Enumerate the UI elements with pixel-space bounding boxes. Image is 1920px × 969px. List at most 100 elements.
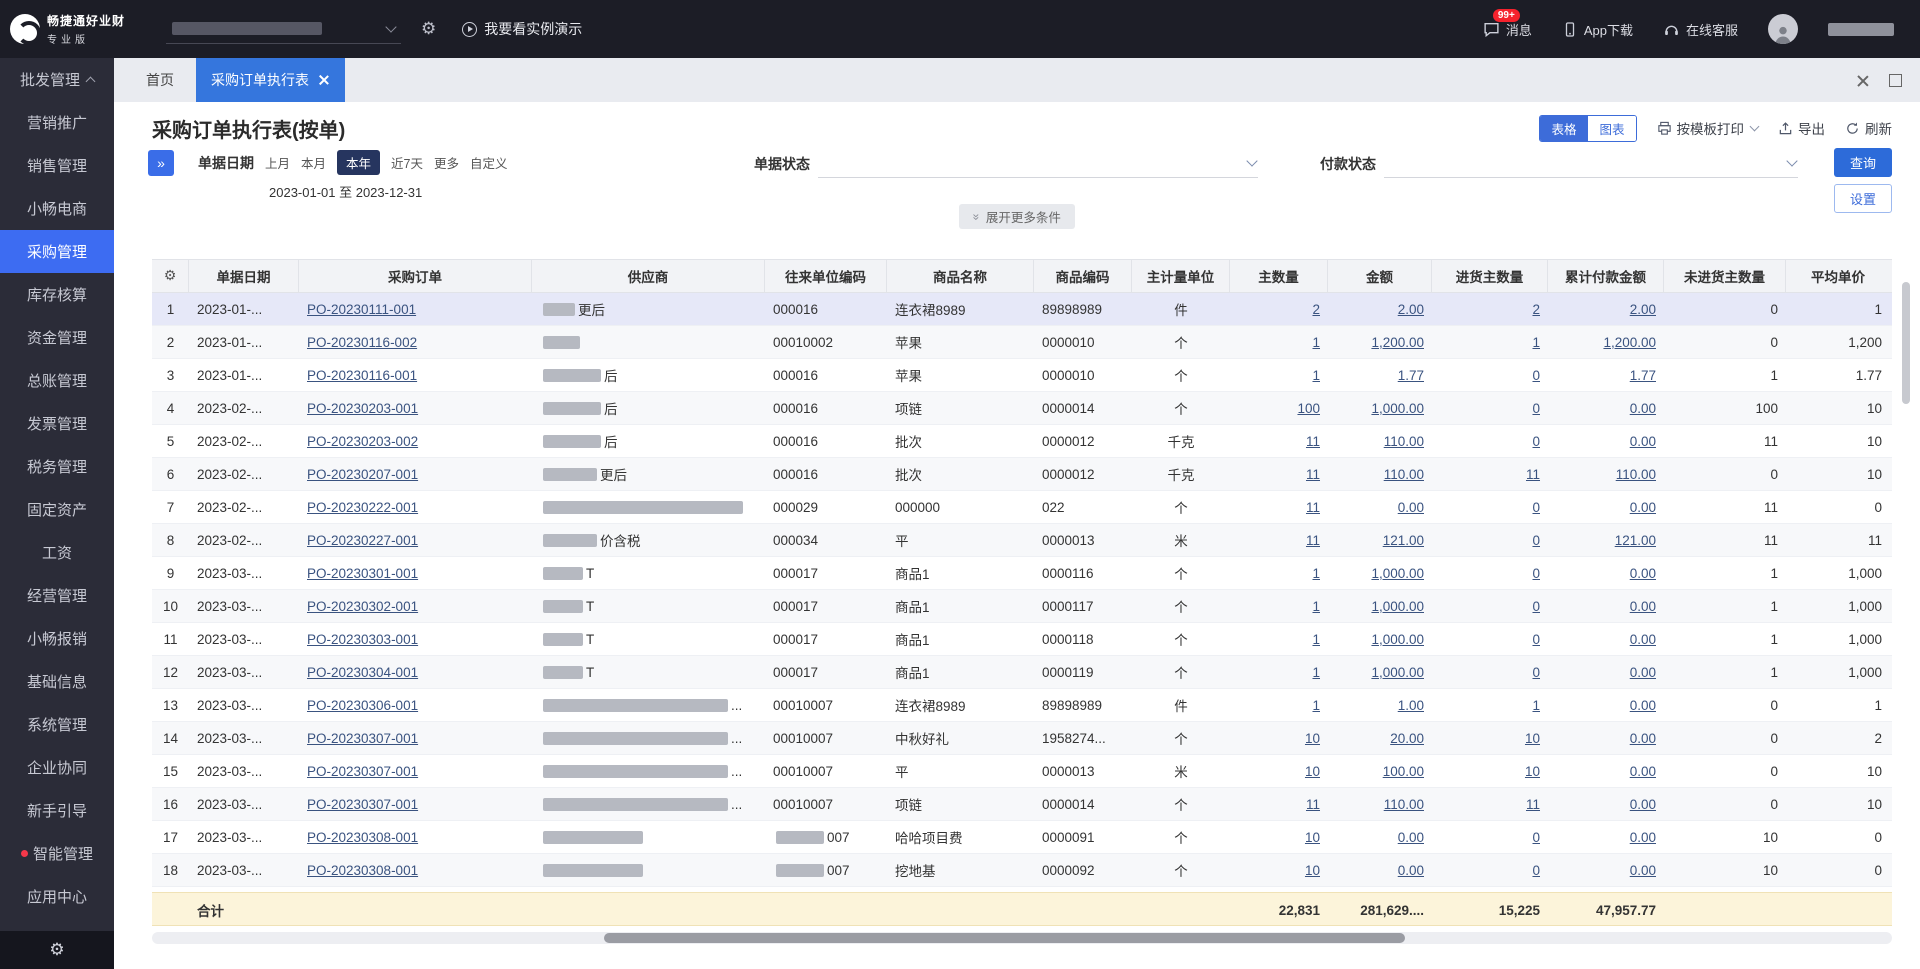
- in-qty-link[interactable]: 1: [1532, 697, 1540, 713]
- in-qty-link[interactable]: 0: [1532, 532, 1540, 548]
- sidebar-item[interactable]: 系统管理: [0, 703, 114, 746]
- paid-link[interactable]: 0.00: [1629, 796, 1656, 812]
- po-link[interactable]: PO-20230306-001: [307, 697, 419, 713]
- qty-link[interactable]: 10: [1304, 730, 1320, 746]
- support-button[interactable]: 在线客服: [1663, 20, 1738, 39]
- sidebar-item[interactable]: 企业协同: [0, 746, 114, 789]
- horizontal-scrollbar-thumb[interactable]: [604, 933, 1405, 943]
- in-qty-link[interactable]: 0: [1532, 598, 1540, 614]
- in-qty-link[interactable]: 11: [1525, 466, 1540, 482]
- paid-link[interactable]: 0.00: [1629, 400, 1656, 416]
- pay-status-select[interactable]: [1384, 154, 1798, 178]
- qty-link[interactable]: 1: [1312, 367, 1320, 383]
- table-row[interactable]: 15 2023-03-... PO-20230307-001 ... 00010…: [152, 755, 1892, 788]
- table-row[interactable]: 4 2023-02-... PO-20230203-001 后 000016 项…: [152, 392, 1892, 425]
- po-link[interactable]: PO-20230308-001: [307, 829, 419, 845]
- paid-link[interactable]: 0.00: [1629, 730, 1656, 746]
- view-chart-button[interactable]: 图表: [1587, 115, 1636, 141]
- amount-link[interactable]: 121.00: [1382, 532, 1424, 548]
- paid-link[interactable]: 0.00: [1629, 697, 1656, 713]
- qty-link[interactable]: 1: [1312, 664, 1320, 680]
- app-download-button[interactable]: App下载: [1562, 20, 1633, 39]
- table-row[interactable]: 8 2023-02-... PO-20230227-001 价含税 000034…: [152, 524, 1892, 557]
- date-option-more[interactable]: 更多: [434, 157, 460, 171]
- amount-link[interactable]: 0.00: [1397, 499, 1424, 515]
- table-row[interactable]: 10 2023-03-... PO-20230302-001 T 000017 …: [152, 590, 1892, 623]
- po-link[interactable]: PO-20230303-001: [307, 631, 419, 647]
- in-qty-link[interactable]: 0: [1532, 367, 1540, 383]
- sidebar-item[interactable]: 资金管理: [0, 316, 114, 359]
- horizontal-scrollbar[interactable]: [152, 932, 1892, 944]
- table-row[interactable]: 9 2023-03-... PO-20230301-001 T 000017 商…: [152, 557, 1892, 590]
- expand-more-button[interactable]: » 展开更多条件: [959, 204, 1075, 229]
- fullscreen-icon[interactable]: [1889, 73, 1902, 87]
- po-link[interactable]: PO-20230222-001: [307, 499, 419, 515]
- table-row[interactable]: 6 2023-02-... PO-20230207-001 更后 000016 …: [152, 458, 1892, 491]
- sidebar-item[interactable]: 总账管理: [0, 359, 114, 402]
- paid-link[interactable]: 0.00: [1629, 433, 1656, 449]
- table-row[interactable]: 13 2023-03-... PO-20230306-001 ... 00010…: [152, 689, 1892, 722]
- amount-link[interactable]: 1,000.00: [1371, 631, 1424, 647]
- po-link[interactable]: PO-20230203-001: [307, 400, 419, 416]
- in-qty-link[interactable]: 0: [1532, 499, 1540, 515]
- tab-home[interactable]: 首页: [124, 58, 196, 102]
- vertical-scrollbar[interactable]: [1902, 282, 1910, 404]
- tab-report[interactable]: 采购订单执行表: [196, 58, 345, 102]
- po-link[interactable]: PO-20230116-001: [307, 367, 418, 383]
- in-qty-link[interactable]: 0: [1532, 829, 1540, 845]
- amount-link[interactable]: 1,000.00: [1371, 565, 1424, 581]
- paid-link[interactable]: 1,200.00: [1603, 334, 1656, 350]
- table-row[interactable]: 16 2023-03-... PO-20230307-001 ... 00010…: [152, 788, 1892, 821]
- qty-link[interactable]: 11: [1305, 796, 1320, 812]
- amount-link[interactable]: 110.00: [1383, 433, 1424, 449]
- date-option-this-month[interactable]: 本月: [301, 157, 327, 171]
- sidebar-item[interactable]: 采购管理: [0, 230, 114, 273]
- paid-link[interactable]: 0.00: [1629, 631, 1656, 647]
- sidebar-item[interactable]: 税务管理: [0, 445, 114, 488]
- amount-link[interactable]: 2.00: [1397, 301, 1424, 317]
- in-qty-link[interactable]: 0: [1532, 433, 1540, 449]
- messages-button[interactable]: 99+ 消息: [1483, 8, 1532, 39]
- po-link[interactable]: PO-20230301-001: [307, 565, 419, 581]
- sidebar-item[interactable]: 基础信息: [0, 660, 114, 703]
- collapse-filters-button[interactable]: »: [148, 150, 174, 176]
- qty-link[interactable]: 10: [1304, 763, 1320, 779]
- sidebar-item[interactable]: 小畅电商: [0, 187, 114, 230]
- close-icon[interactable]: [1857, 74, 1869, 86]
- date-option-last-month[interactable]: 上月: [265, 157, 291, 171]
- sidebar-item[interactable]: 应用中心: [0, 875, 114, 918]
- po-link[interactable]: PO-20230307-001: [307, 796, 419, 812]
- table-row[interactable]: 12 2023-03-... PO-20230304-001 T 000017 …: [152, 656, 1892, 689]
- demo-button[interactable]: 我要看实例演示: [462, 19, 582, 39]
- amount-link[interactable]: 1,000.00: [1371, 664, 1424, 680]
- export-button[interactable]: 导出: [1778, 118, 1825, 138]
- po-link[interactable]: PO-20230111-001: [307, 301, 417, 317]
- amount-link[interactable]: 100.00: [1382, 763, 1424, 779]
- qty-link[interactable]: 1: [1312, 565, 1320, 581]
- doc-status-select[interactable]: [818, 154, 1258, 178]
- po-link[interactable]: PO-20230308-001: [307, 862, 419, 878]
- paid-link[interactable]: 110.00: [1615, 466, 1656, 482]
- table-row[interactable]: 1 2023-01-... PO-20230111-001 更后 000016 …: [152, 293, 1892, 326]
- table-row[interactable]: 7 2023-02-... PO-20230222-001 000029 000…: [152, 491, 1892, 524]
- query-button[interactable]: 查询: [1834, 148, 1892, 177]
- sidebar-item[interactable]: 小畅报销: [0, 617, 114, 660]
- amount-link[interactable]: 0.00: [1397, 862, 1424, 878]
- paid-link[interactable]: 2.00: [1629, 301, 1656, 317]
- close-tab-icon[interactable]: [318, 74, 330, 86]
- date-option-this-year[interactable]: 本年: [337, 150, 381, 175]
- column-settings-gear-icon[interactable]: ⚙: [152, 260, 189, 292]
- po-link[interactable]: PO-20230227-001: [307, 532, 419, 548]
- sidebar-item[interactable]: 固定资产: [0, 488, 114, 531]
- po-link[interactable]: PO-20230207-001: [307, 466, 419, 482]
- amount-link[interactable]: 20.00: [1390, 730, 1424, 746]
- sidebar-item[interactable]: 经营管理: [0, 574, 114, 617]
- in-qty-link[interactable]: 0: [1532, 862, 1540, 878]
- qty-link[interactable]: 1: [1312, 631, 1320, 647]
- table-row[interactable]: 11 2023-03-... PO-20230303-001 T 000017 …: [152, 623, 1892, 656]
- settings-button[interactable]: 设置: [1834, 184, 1892, 213]
- date-option-7days[interactable]: 近7天: [391, 157, 423, 171]
- sidebar-item[interactable]: 新手引导: [0, 789, 114, 832]
- sidebar-settings-button[interactable]: ⚙: [0, 931, 114, 969]
- sidebar-item[interactable]: 销售管理: [0, 144, 114, 187]
